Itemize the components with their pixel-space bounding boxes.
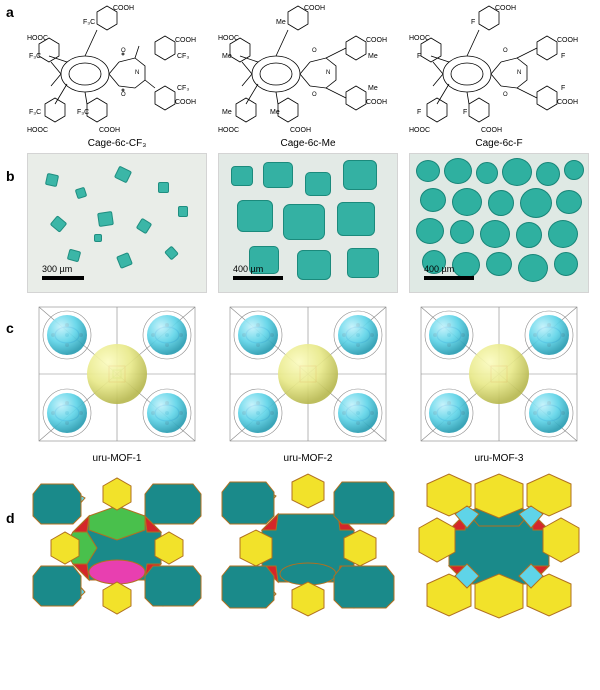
cooh-label: HOOC [409,35,430,42]
cooh-label: HOOC [218,127,239,134]
mof-cell-1: uru-MOF-2 [215,299,401,464]
scalebar-label-1: 400 µm [233,264,263,274]
row-d [0,464,600,620]
tiling-cell-1 [215,470,401,620]
chem-caption-0: Cage-6c-CF₃ [88,138,147,149]
cooh-label: COOH [113,5,134,12]
chem-cell-1: COOH COOH COOH COOH HOOC HOOC Me Me Me M… [215,4,401,149]
cooh-label: HOOC [27,35,48,42]
sub-label: CF₃ [177,53,189,60]
micrograph-1: 400 µm [218,153,398,293]
micrograph-0: 300 µm [27,153,207,293]
cooh-label: COOH [481,127,502,134]
tiling-2 [409,470,589,620]
micro-cell-1: 400 µm [215,153,401,293]
sub-label: F₃C [83,19,95,26]
mof-caption-2: uru-MOF-3 [475,453,524,464]
sub-label: F₃C [29,109,41,116]
sub-label: Me [368,85,378,92]
mof-structure-0 [27,299,207,449]
row-c: uru-MOF-1 [0,293,600,464]
panel-label-c: c [6,320,14,336]
svg-text:O: O [503,48,508,54]
cooh-label: COOH [175,99,196,106]
svg-text:N: N [517,70,521,76]
sub-label: F₃C [29,53,41,60]
chem-cell-0: COOH COOH COOH COOH HOOC HOOC CF₃ CF₃ F₃… [24,4,210,149]
svg-text:O: O [121,92,126,98]
cooh-label: COOH [175,37,196,44]
mof-cell-2: uru-MOF-3 [406,299,592,464]
cooh-label: COOH [99,127,120,134]
cooh-label: HOOC [409,127,430,134]
cooh-label: COOH [557,99,578,106]
chem-structure-1: COOH COOH COOH COOH HOOC HOOC Me Me Me M… [218,4,398,134]
panel-label-a: a [6,4,14,20]
mof-caption-0: uru-MOF-1 [93,453,142,464]
chem-cell-2: COOH COOH COOH COOH HOOC HOOC F F F F F … [406,4,592,149]
svg-text:O: O [312,92,317,98]
svg-text:N: N [135,70,139,76]
scalebar-1 [233,276,283,280]
scalebar-label-0: 300 µm [42,264,72,274]
sub-label: F [561,53,565,60]
mof-structure-2 [409,299,589,449]
svg-text:N: N [326,70,330,76]
row-a: COOH COOH COOH COOH HOOC HOOC CF₃ CF₃ F₃… [0,0,600,151]
panel-label-b: b [6,168,15,184]
cooh-label: COOH [557,37,578,44]
svg-text:O: O [121,48,126,54]
cooh-label: COOH [366,37,387,44]
tiling-cell-0 [24,470,210,620]
cooh-label: HOOC [27,127,48,134]
sub-label: Me [222,109,232,116]
sub-label: Me [276,19,286,26]
tiling-0 [27,470,207,620]
cooh-label: COOH [304,5,325,12]
sub-label: F [463,109,467,116]
sub-label: Me [270,109,280,116]
sub-label: CF₃ [177,85,189,92]
chem-structure-0: COOH COOH COOH COOH HOOC HOOC CF₃ CF₃ F₃… [27,4,207,134]
svg-text:O: O [503,92,508,98]
scalebar-label-2: 400 µm [424,264,454,274]
scalebar-0 [42,276,84,280]
tiling-cell-2 [406,470,592,620]
sub-label: F [471,19,475,26]
chem-caption-1: Cage-6c-Me [280,138,335,149]
panel-label-d: d [6,510,15,526]
sub-label: F [417,53,421,60]
sub-label: Me [368,53,378,60]
cooh-label: COOH [290,127,311,134]
mof-caption-1: uru-MOF-2 [284,453,333,464]
sub-label: F₃C [77,109,89,116]
scalebar-2 [424,276,474,280]
chem-caption-2: Cage-6c-F [475,138,522,149]
row-b: 300 µm 400 µm [0,151,600,293]
sub-label: Me [222,53,232,60]
cooh-label: HOOC [218,35,239,42]
figure-root: a [0,0,600,690]
chem-structure-2: COOH COOH COOH COOH HOOC HOOC F F F F F … [409,4,589,134]
micro-cell-2: 400 µm [406,153,592,293]
mof-structure-1 [218,299,398,449]
micrograph-2: 400 µm [409,153,589,293]
sub-label: F [417,109,421,116]
cooh-label: COOH [495,5,516,12]
mof-cell-0: uru-MOF-1 [24,299,210,464]
tiling-1 [218,470,398,620]
svg-text:O: O [312,48,317,54]
micro-cell-0: 300 µm [24,153,210,293]
cooh-label: COOH [366,99,387,106]
sub-label: F [561,85,565,92]
